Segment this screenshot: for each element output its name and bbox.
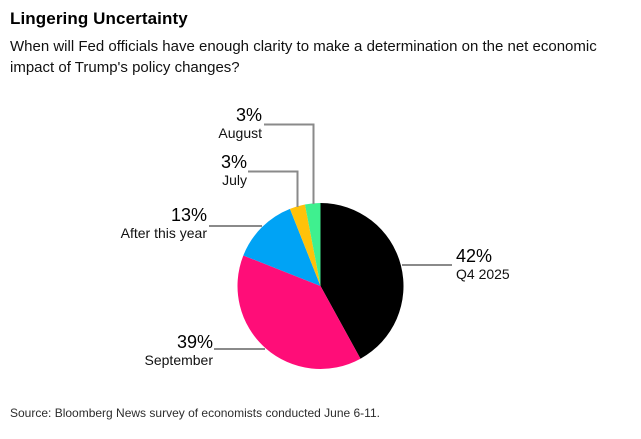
pie-slice-september bbox=[237, 255, 361, 369]
slice-pct: 3% bbox=[235, 105, 262, 125]
slice-pct: 39% bbox=[176, 332, 213, 352]
slice-label-august: 3% August bbox=[218, 105, 262, 142]
chart-subtitle: When will Fed officials have enough clar… bbox=[10, 38, 597, 76]
slice-label-september: 39% September bbox=[145, 332, 213, 369]
pie-slice-after-this-year bbox=[243, 208, 321, 286]
slice-category: August bbox=[218, 125, 262, 141]
slice-label-q4-2025: 42% Q4 2025 bbox=[456, 246, 510, 283]
chart-title: Lingering Uncertainty bbox=[10, 9, 188, 28]
slice-category: Q4 2025 bbox=[456, 266, 510, 282]
source-note: Source: Bloomberg News survey of economi… bbox=[10, 406, 380, 420]
slice-label-after-this-year: 13% After this year bbox=[121, 205, 207, 242]
chart-header: Lingering Uncertainty When will Fed offi… bbox=[10, 9, 630, 78]
slice-category: July bbox=[222, 172, 247, 188]
leader-line-july bbox=[248, 170, 299, 207]
pie-slice-july bbox=[289, 204, 321, 286]
slice-pct: 42% bbox=[456, 246, 493, 266]
slice-label-july: 3% July bbox=[221, 152, 247, 189]
slice-pct: 3% bbox=[220, 152, 247, 172]
slice-pct: 13% bbox=[170, 205, 207, 225]
slice-category: September bbox=[144, 352, 213, 368]
slice-category: After this year bbox=[120, 225, 207, 241]
pie-slice-august bbox=[304, 203, 321, 286]
leader-line-august bbox=[264, 123, 315, 204]
pie-slice-q4-2025 bbox=[320, 203, 404, 359]
